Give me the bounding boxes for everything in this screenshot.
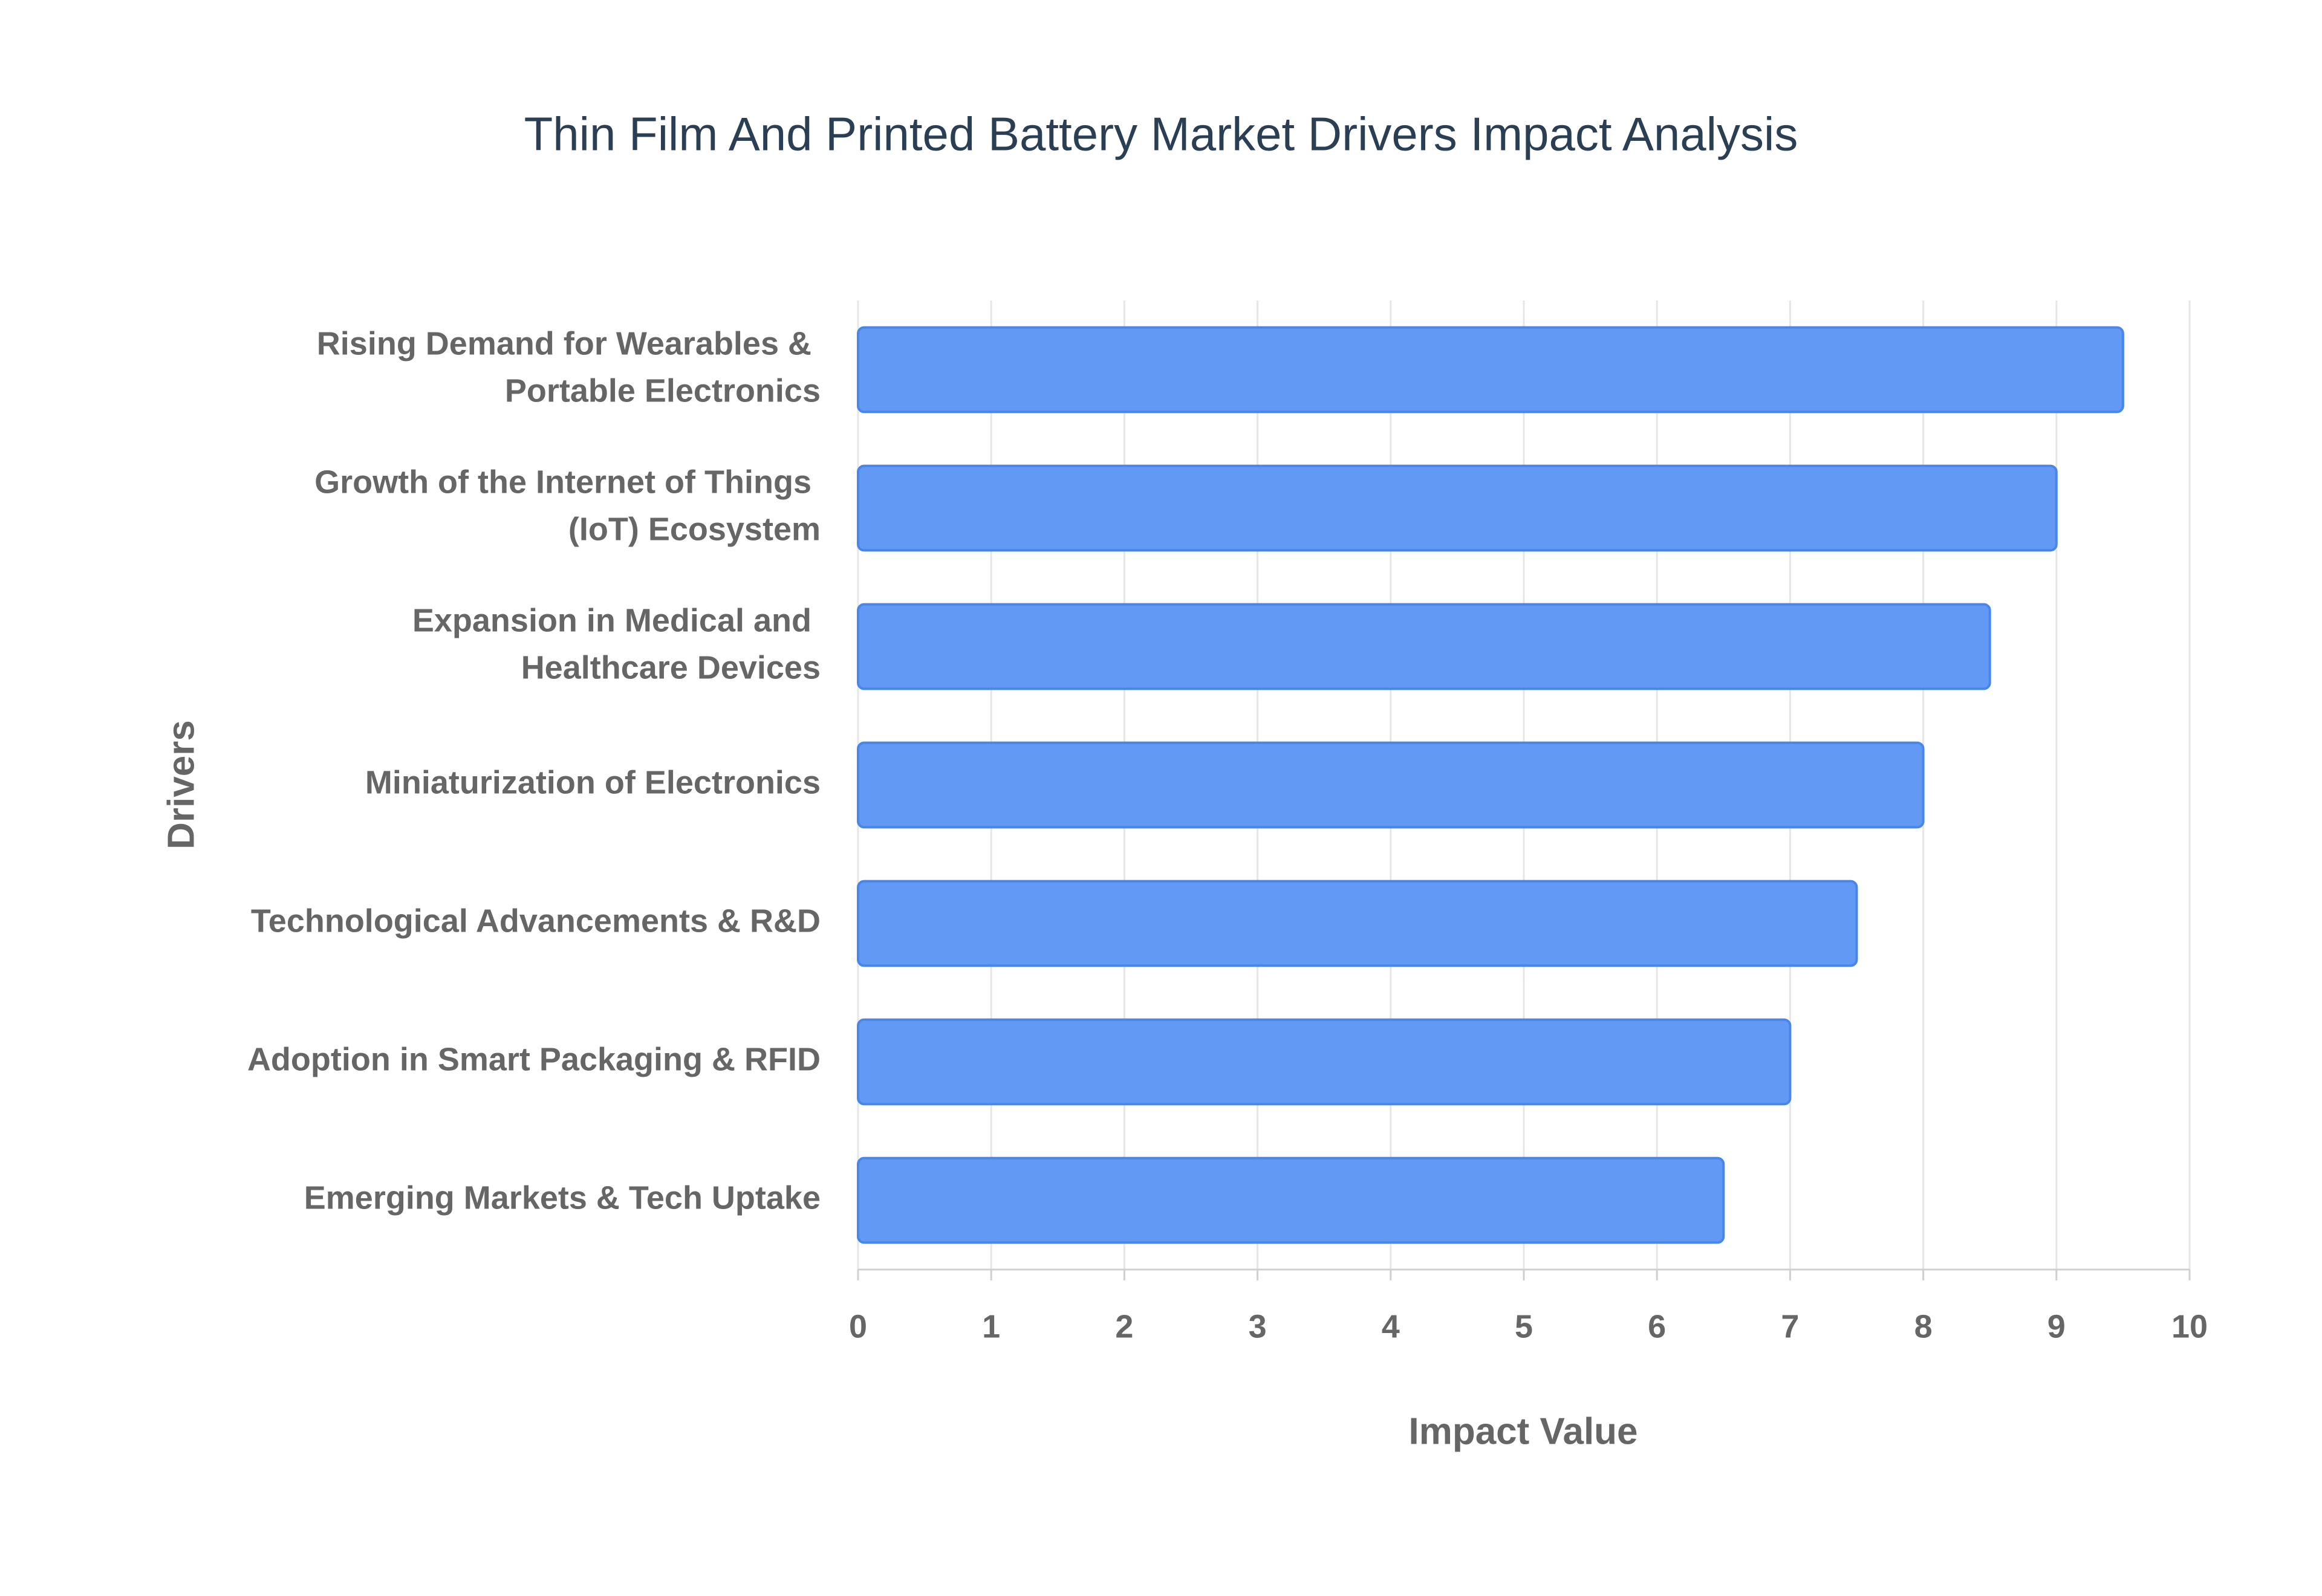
x-tick-label: 3 (1249, 1308, 1267, 1345)
x-tick-label: 9 (2047, 1308, 2066, 1345)
y-tick-label: Miniaturization of Electronics (365, 765, 821, 801)
bar (857, 741, 1925, 829)
y-tick-label: Adoption in Smart Packaging & RFID (247, 1042, 821, 1078)
x-tick-label: 4 (1382, 1308, 1400, 1345)
bar (857, 464, 2058, 552)
bar (857, 326, 2124, 414)
y-tick-label: Growth of the Internet of Things (IoT) E… (314, 464, 821, 548)
chart-title: Thin Film And Printed Battery Market Dri… (524, 108, 1798, 161)
x-tick-label: 5 (1515, 1308, 1533, 1345)
x-tick-label: 8 (1914, 1308, 1933, 1345)
y-tick-label: Technological Advancements & R&D (251, 903, 821, 939)
y-tick-label: Emerging Markets & Tech Uptake (304, 1180, 821, 1216)
bar (857, 880, 1858, 967)
x-tick-label: 1 (982, 1308, 1000, 1345)
y-axis-title: Drivers (160, 720, 202, 849)
bar (857, 1156, 1725, 1244)
bar (857, 1018, 1792, 1106)
y-tick-label: Expansion in Medical and Healthcare Devi… (412, 603, 821, 686)
x-tick-label: 0 (849, 1308, 867, 1345)
x-axis-title: Impact Value (1408, 1410, 1637, 1452)
x-tick-label: 2 (1115, 1308, 1133, 1345)
x-tick-label: 7 (1781, 1308, 1799, 1345)
bar (857, 603, 1991, 690)
x-tick-label: 10 (2171, 1308, 2208, 1345)
y-tick-label: Rising Demand for Wearables & Portable E… (317, 326, 821, 409)
x-tick-label: 6 (1648, 1308, 1666, 1345)
